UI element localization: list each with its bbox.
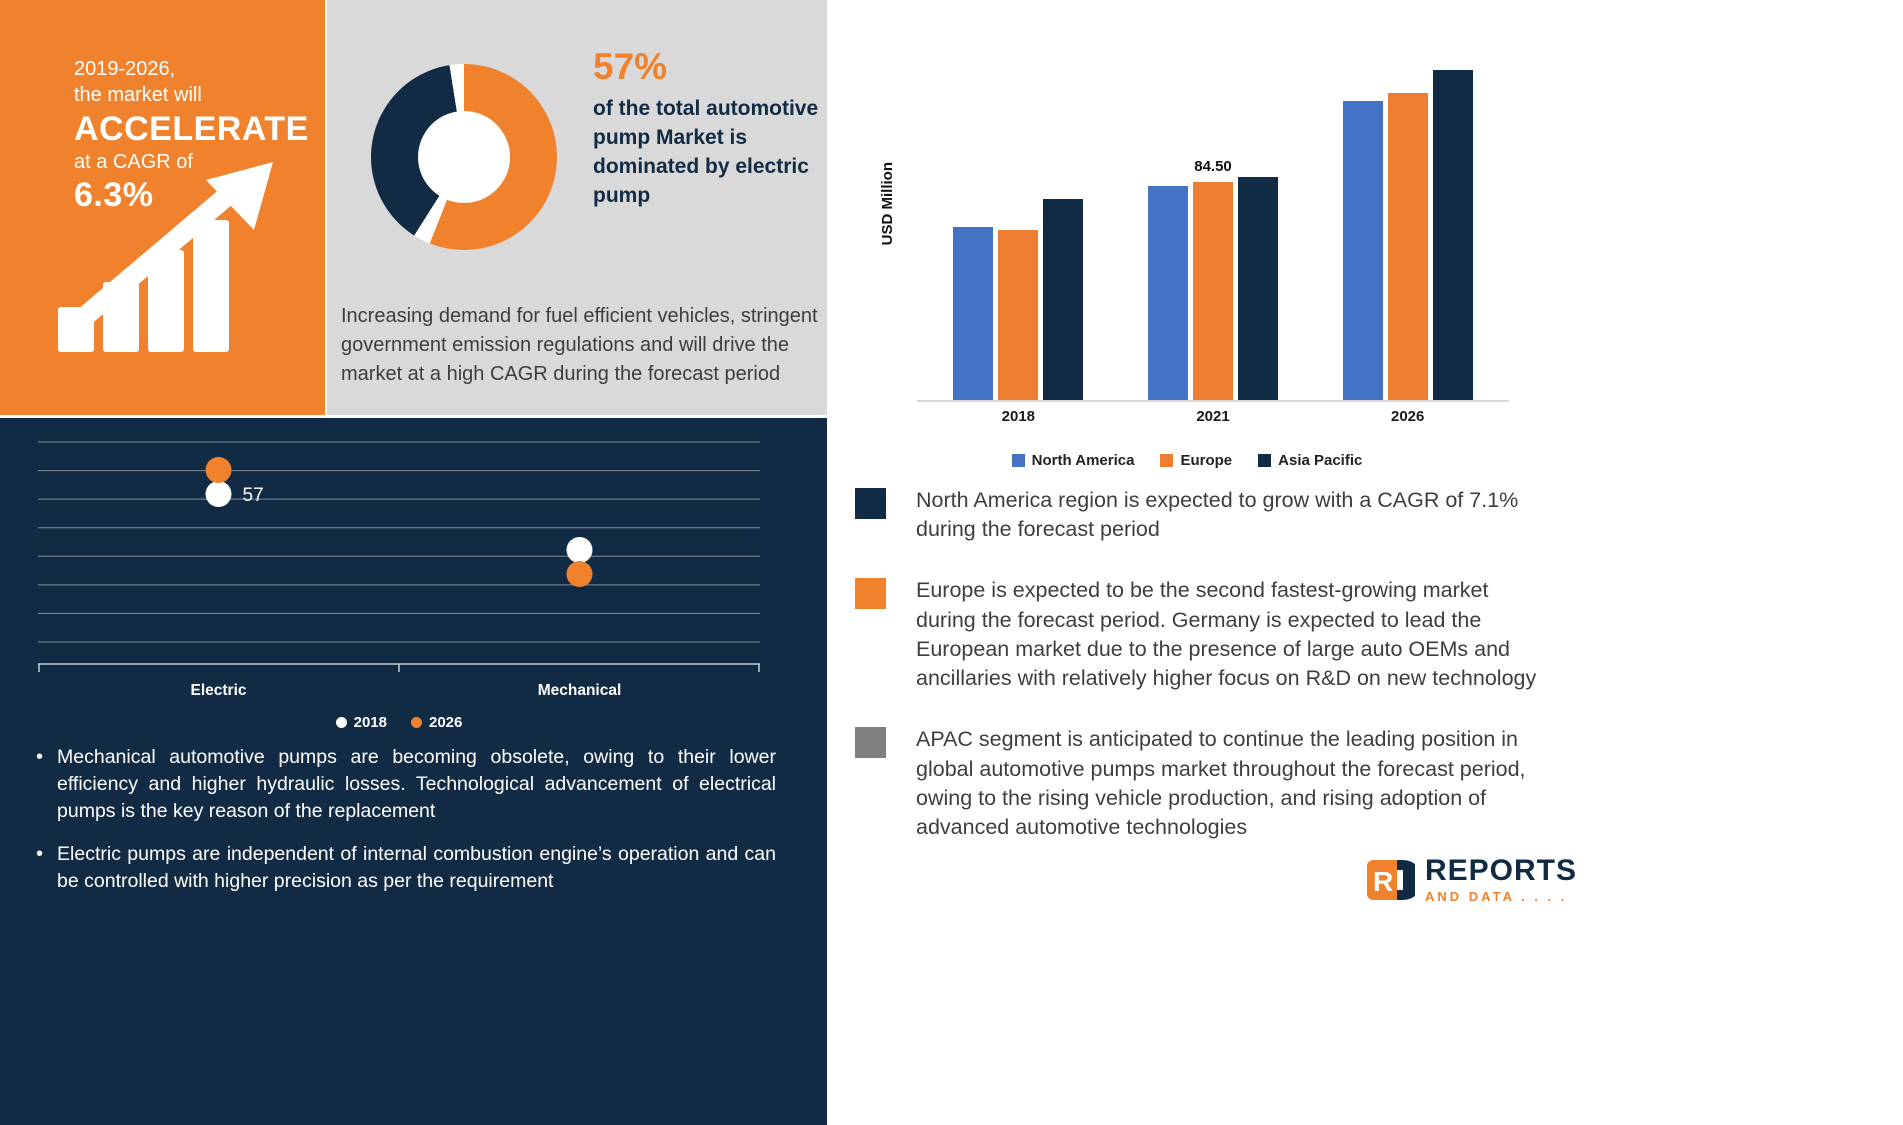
accelerate-text: ACCELERATE — [74, 109, 309, 148]
region-bullet-2: Europe is expected to be the second fast… — [855, 576, 1579, 693]
dot-2026-mechanical — [566, 561, 593, 587]
pump-bullet-text: Electric pumps are independent of intern… — [57, 842, 776, 892]
legend-item-europe: Europe — [1160, 452, 1232, 469]
bars-2018 — [953, 199, 1084, 400]
period-text: 2019-2026, — [74, 58, 176, 80]
pump-bullet-2: • Electric pumps are independent of inter… — [36, 841, 776, 895]
pump-bullet-1: • Mechanical automotive pumps are becomin… — [36, 744, 776, 825]
reports-and-data-logo: R REPORTS AND DATA . . . . — [1367, 856, 1577, 904]
x-axis-label-2026: 2026 — [1390, 408, 1425, 425]
donut-headline-block: 57% of the total automotive pump Market … — [593, 48, 825, 211]
legend-swatch-icon — [1011, 454, 1025, 467]
svg-text:R: R — [1373, 866, 1393, 897]
category-mechanical: Mechanical — [537, 682, 622, 699]
electric-share-percent: 57% — [593, 46, 668, 87]
bar-value-label: 84.50 — [1194, 158, 1232, 175]
legend-item-north-america: North America — [1011, 452, 1135, 469]
share-dot-plot: 57 — [38, 441, 760, 672]
x-axis-line — [917, 400, 1509, 402]
dot-2018-electric — [205, 481, 232, 507]
growth-arrow-icon — [58, 162, 273, 352]
cagr-panel: 2019-2026, the market will ACCELERATE at… — [0, 0, 325, 415]
bars-2026 — [1342, 70, 1473, 400]
legend-dot-icon — [335, 717, 347, 728]
pump-type-bullets: • Mechanical automotive pumps are becomin… — [36, 744, 776, 895]
bullet-square-icon — [855, 578, 886, 610]
bar-north-america-2018 — [953, 227, 994, 400]
bar-group-2018: 2018 — [921, 60, 1116, 432]
dot-plot-legend: 2018 2026 — [38, 714, 760, 731]
dot-2018-mechanical — [566, 537, 593, 563]
donut-headline: of the total automotive pump Market is d… — [593, 97, 819, 207]
legend-swatch-icon — [1160, 454, 1174, 467]
market-driver-paragraph: Increasing demand for fuel efficient veh… — [341, 305, 818, 385]
dot-category-labels: Electric Mechanical — [38, 682, 760, 700]
region-bullet-1: North America region is expected to grow… — [855, 486, 1579, 544]
bar-group-2026: 2026 — [1310, 60, 1505, 432]
legend-label: Asia Pacific — [1278, 452, 1363, 469]
x-axis-label-2018: 2018 — [1001, 408, 1036, 425]
logo-tagline: AND DATA . . . . — [1425, 889, 1568, 904]
bar-europe-2021: 84.50 — [1193, 158, 1233, 400]
dot-series: 57 — [205, 457, 593, 587]
bullet-square-icon — [855, 488, 886, 519]
dot-legend-item-2018: 2018 — [335, 714, 387, 731]
logo-icon: R — [1367, 860, 1415, 900]
cagr-value: 6.3% — [74, 176, 154, 215]
pump-bullet-text: Mechanical automotive pumps are becoming… — [57, 746, 776, 822]
bar-north-america-2026 — [1342, 101, 1383, 400]
market-will-text: the market will — [74, 84, 202, 107]
legend-swatch-icon — [1258, 454, 1272, 467]
bar-asia-pacific-2026 — [1432, 70, 1473, 400]
bullet-dot-icon: • — [36, 746, 44, 768]
donut-chart — [371, 64, 557, 250]
x-axis-label-2021: 2021 — [1196, 408, 1230, 425]
region-bullets: North America region is expected to grow… — [855, 486, 1579, 842]
bullet-square-icon — [855, 727, 886, 759]
legend-label: Europe — [1180, 452, 1233, 469]
logo-text: REPORTS AND DATA . . . . — [1425, 854, 1578, 905]
regional-bar-chart: USD Million 2018 84.50 2021 2026 North Amer… — [857, 60, 1527, 490]
bar-plot: 2018 84.50 2021 2026 — [921, 60, 1505, 432]
donut-panel: 57% of the total automotive pump Market … — [327, 0, 827, 415]
dot-legend-item-2026: 2026 — [411, 714, 462, 731]
regional-panel: USD Million 2018 84.50 2021 2026 North Amer… — [827, 0, 1903, 1125]
region-bullet-text: North America region is expected to grow… — [916, 488, 1519, 542]
dot-axis — [38, 663, 760, 672]
cagr-label: at a CAGR of — [74, 150, 193, 173]
bar-asia-pacific-2021 — [1238, 177, 1278, 400]
category-electric: Electric — [190, 682, 247, 699]
region-bullet-text: Europe is expected to be the second fast… — [916, 578, 1537, 691]
dot-legend-label: 2018 — [353, 714, 387, 731]
bar-europe-2026 — [1387, 93, 1428, 400]
legend-item-asia-pacific: Asia Pacific — [1258, 452, 1362, 469]
pump-type-panel: 57 Electric Mechanical 2018 2026 • Mechani… — [0, 418, 827, 1125]
dot-2026-electric — [205, 457, 232, 483]
bar-asia-pacific-2018 — [1043, 199, 1084, 400]
bar-legend: North America Europe Asia Pacific — [857, 452, 1517, 469]
bar-europe-2018 — [998, 230, 1039, 400]
region-bullet-text: APAC segment is anticipated to continue … — [916, 727, 1526, 840]
bars-2021: 84.50 — [1148, 158, 1278, 400]
dot-value-label: 57 — [243, 485, 264, 506]
logo-name: REPORTS — [1425, 854, 1578, 887]
dot-gridlines — [38, 441, 760, 643]
bar-north-america-2021 — [1148, 186, 1188, 400]
y-axis-label: USD Million — [879, 162, 896, 246]
dot-legend-label: 2026 — [429, 714, 463, 731]
region-bullet-3: APAC segment is anticipated to continue … — [855, 725, 1579, 842]
legend-dot-icon — [411, 717, 422, 728]
bar-group-2021: 84.50 2021 — [1116, 60, 1311, 432]
bullet-dot-icon: • — [36, 842, 44, 865]
legend-label: North America — [1031, 452, 1135, 469]
cagr-text-block: 2019-2026, the market will ACCELERATE at… — [74, 56, 309, 215]
